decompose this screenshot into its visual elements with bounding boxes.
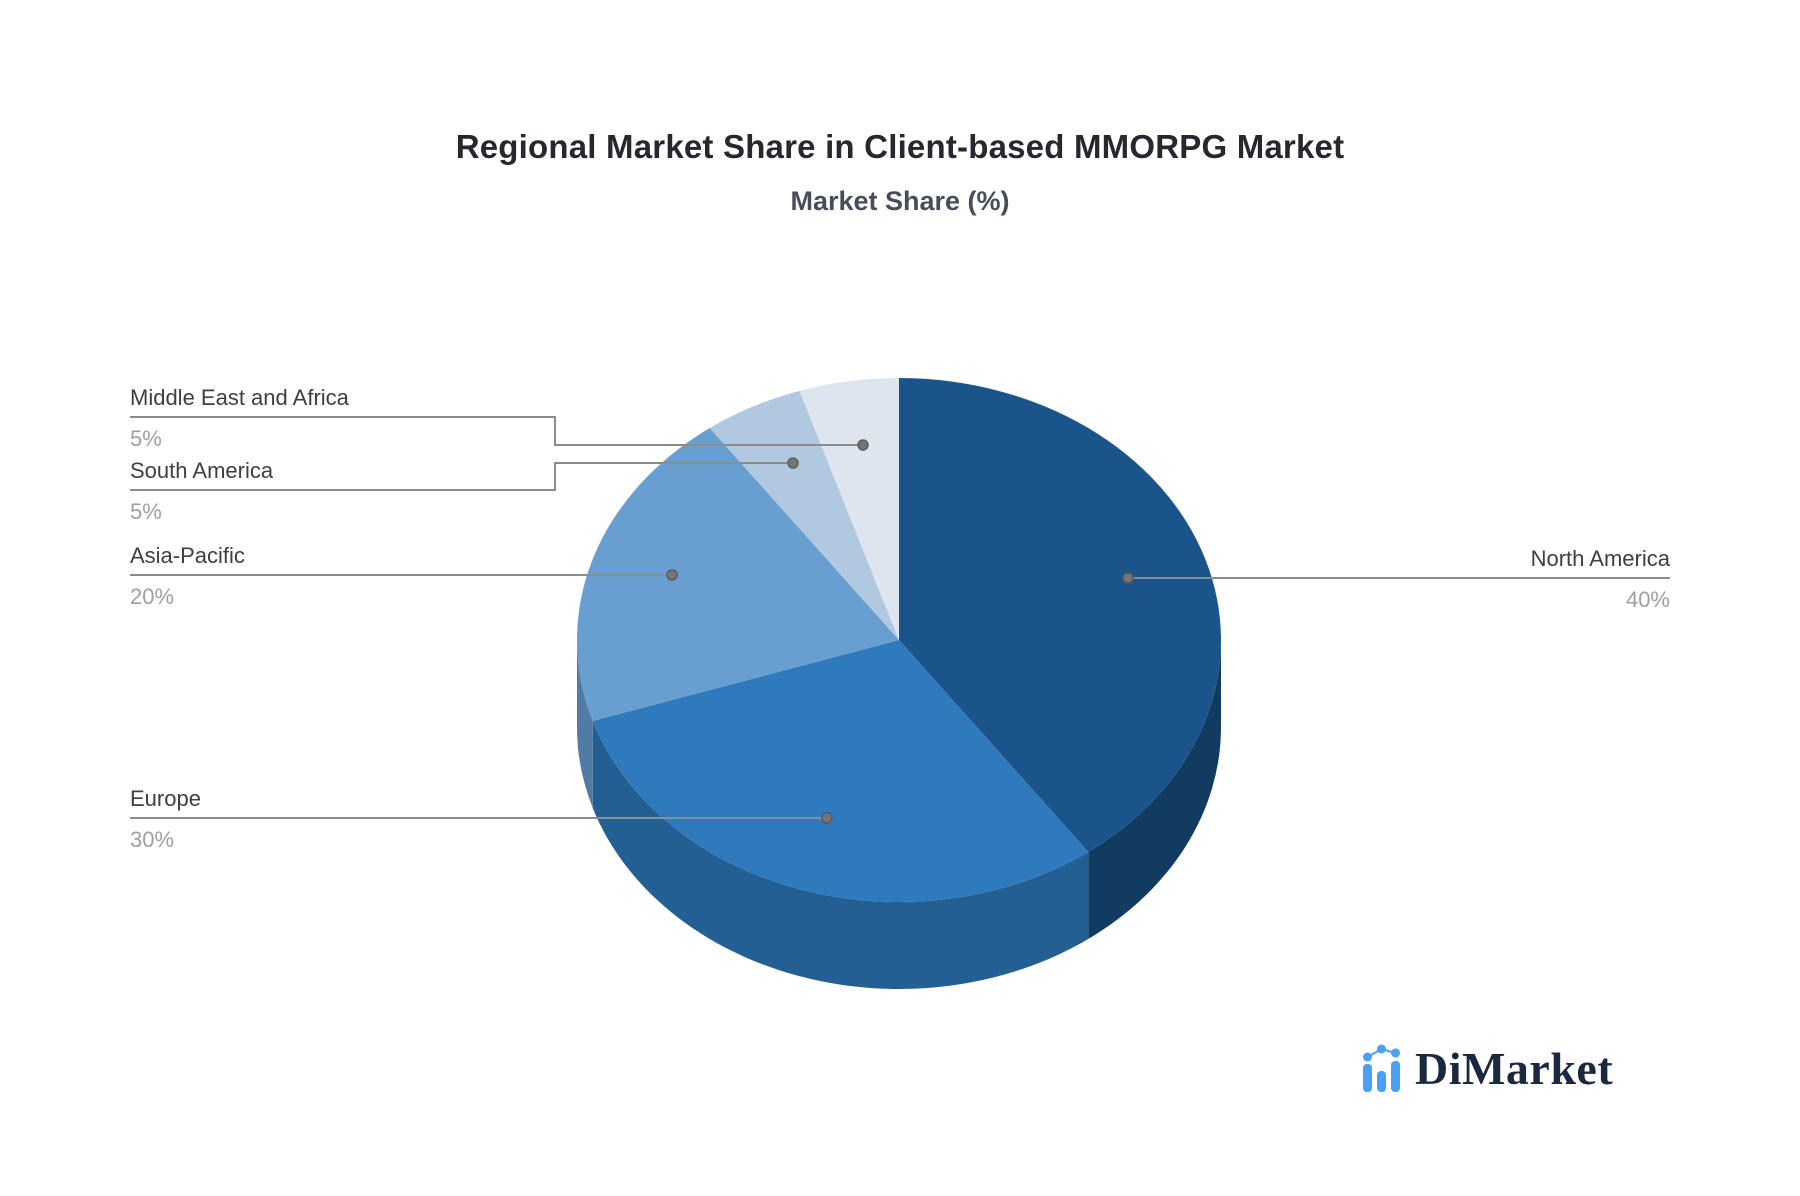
callout-label-asia-pacific: Asia-Pacific [130, 543, 245, 568]
brand-logo: DiMarket [1363, 1038, 1613, 1094]
leader-dot-middle-east-and-africa [857, 439, 869, 451]
bar-chart-icon [1363, 1044, 1400, 1092]
callout-label-south-america: South America [130, 458, 274, 483]
pie-slice-europe [592, 640, 1089, 902]
pie-slice-north-america [899, 378, 1221, 852]
leader-dot-asia-pacific [666, 569, 678, 581]
leader-line-middle-east-and-africa [130, 416, 863, 446]
leader-dot-north-america [1122, 572, 1134, 584]
callout-value-south-america: 5% [130, 499, 162, 524]
leader-dot-europe [821, 812, 833, 824]
pie-slice-south-america [709, 390, 899, 640]
brand-name: DiMarket [1415, 1043, 1614, 1094]
callout-value-asia-pacific: 20% [130, 584, 175, 609]
pie-slice-asia-pacific [577, 428, 899, 721]
callout-label-europe: Europe [130, 786, 201, 811]
callout-value-europe: 30% [130, 827, 175, 852]
callout-label-north-america: North America [1530, 546, 1670, 571]
pie-slice-side-europe [592, 720, 1089, 989]
callout-value-north-america: 40% [1625, 587, 1670, 612]
chart-subtitle: Market Share (%) [790, 186, 1010, 216]
pie-slice-side-north-america [1088, 640, 1221, 939]
pie-slice-side-asia-pacific [577, 640, 593, 808]
leader-line-south-america [130, 462, 793, 491]
callout-label-middle-east-and-africa: Middle East and Africa [130, 385, 349, 410]
leader-dot-south-america [787, 457, 799, 469]
pie-slice-middle-east-and-africa [799, 378, 899, 640]
callout-value-middle-east-and-africa: 5% [130, 426, 162, 451]
chart-title: Regional Market Share in Client-based MM… [455, 128, 1345, 165]
